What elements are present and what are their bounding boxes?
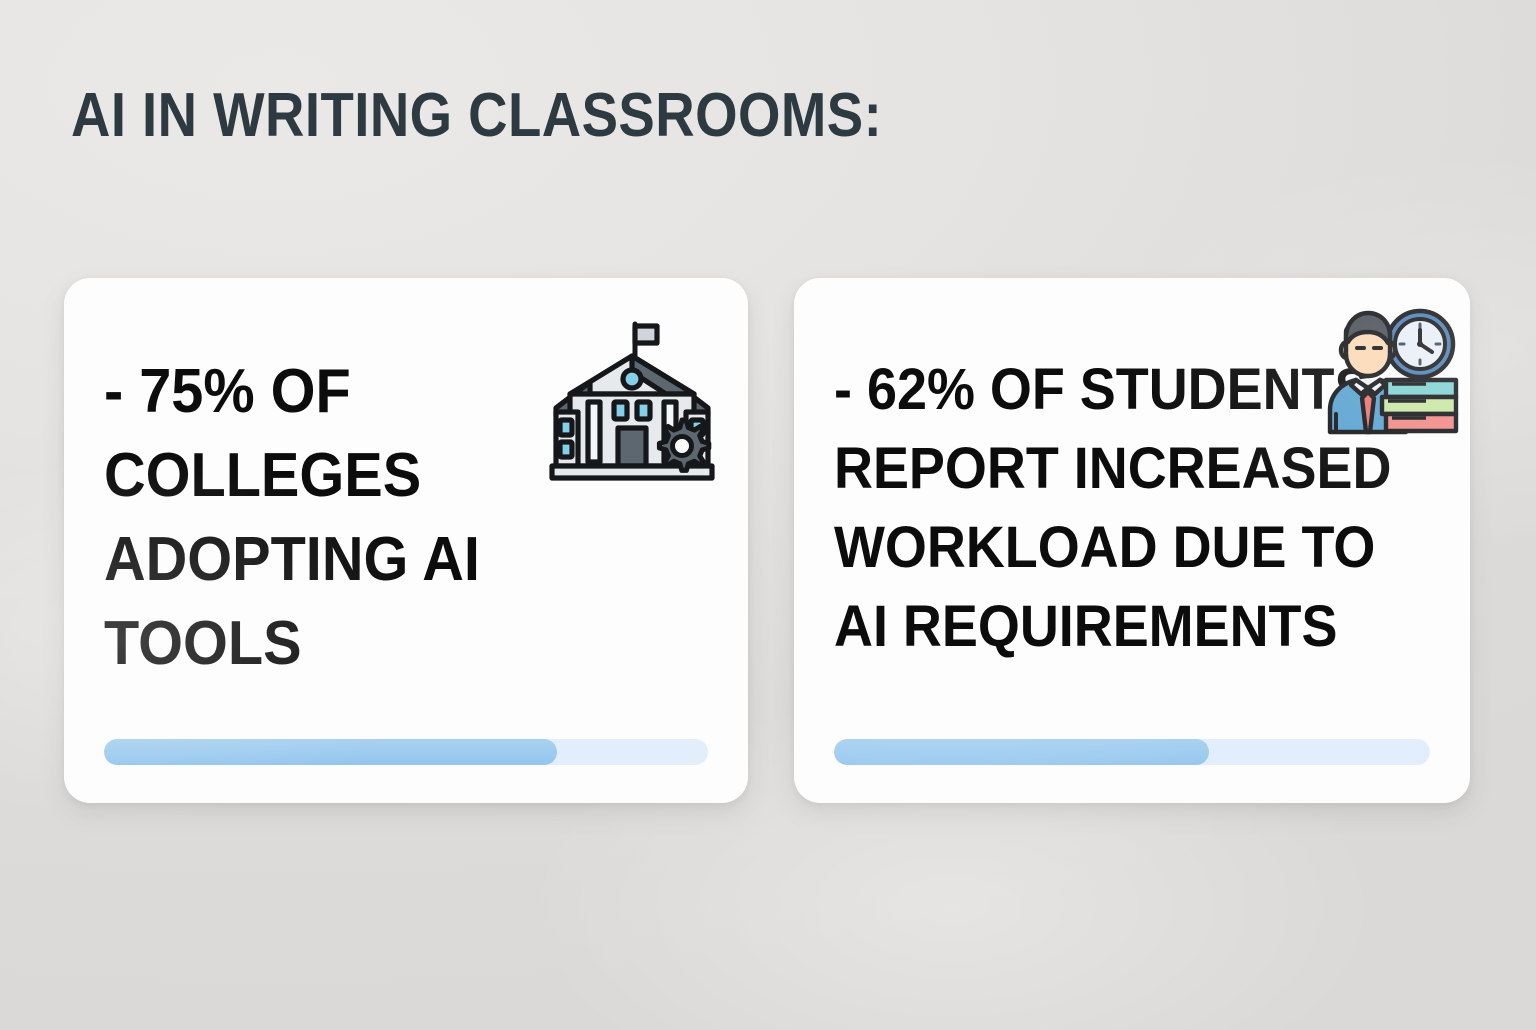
stat-card-colleges-text: - 75% OF COLLEGES ADOPTING AI TOOLS [104, 357, 480, 678]
progress-fill [104, 739, 557, 765]
stat-card-row: - 75% OF COLLEGES ADOPTING AI TOOLS [0, 278, 1536, 803]
progress-fill [834, 739, 1210, 765]
stat-card-colleges-body: - 75% OF COLLEGES ADOPTING AI TOOLS [104, 350, 708, 703]
stat-card-colleges: - 75% OF COLLEGES ADOPTING AI TOOLS [64, 278, 748, 803]
progress-bar-students[interactable] [834, 739, 1430, 765]
progress-track [104, 739, 708, 765]
stat-card-students: - 62% OF STUDENTS REPORT INCREASED WORKL… [794, 278, 1470, 803]
progress-bar-colleges[interactable] [104, 739, 708, 765]
page-title: AI IN WRITING CLASSROOMS: [71, 81, 883, 150]
progress-track [834, 739, 1430, 765]
stat-card-students-text: - 62% OF STUDENTS REPORT INCREASED WORKL… [834, 357, 1392, 659]
stat-card-students-body: - 62% OF STUDENTS REPORT INCREASED WORKL… [834, 350, 1430, 703]
